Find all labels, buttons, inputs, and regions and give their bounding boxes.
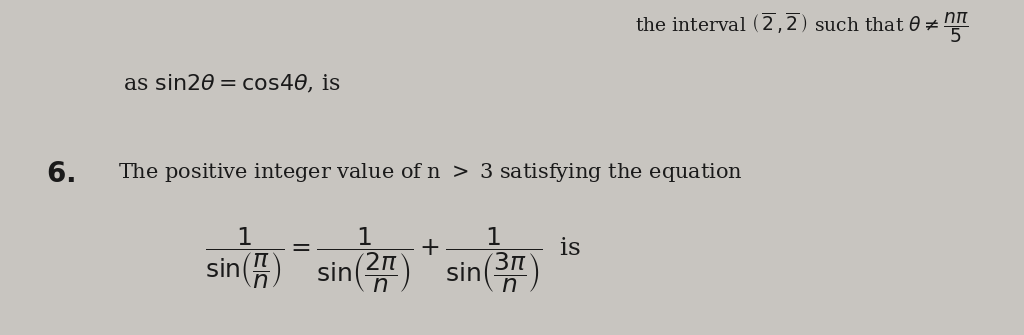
Text: $\dfrac{1}{\sin\!\left(\dfrac{\pi}{n}\right)} = \dfrac{1}{\sin\!\left(\dfrac{2\p: $\dfrac{1}{\sin\!\left(\dfrac{\pi}{n}\ri… [205,225,581,295]
Text: The positive integer value of n $>$ 3 satisfying the equation: The positive integer value of n $>$ 3 sa… [118,161,742,184]
Text: $\mathbf{6.}$: $\mathbf{6.}$ [46,161,75,188]
Text: the interval $\left(\,\overline{2}\,,\overline{2}\,\right)$ such that $\theta \n: the interval $\left(\,\overline{2}\,,\ov… [635,10,969,45]
Text: as $\mathrm{sin}2\theta = \mathrm{cos}4\theta$, is: as $\mathrm{sin}2\theta = \mathrm{cos}4\… [123,74,340,96]
